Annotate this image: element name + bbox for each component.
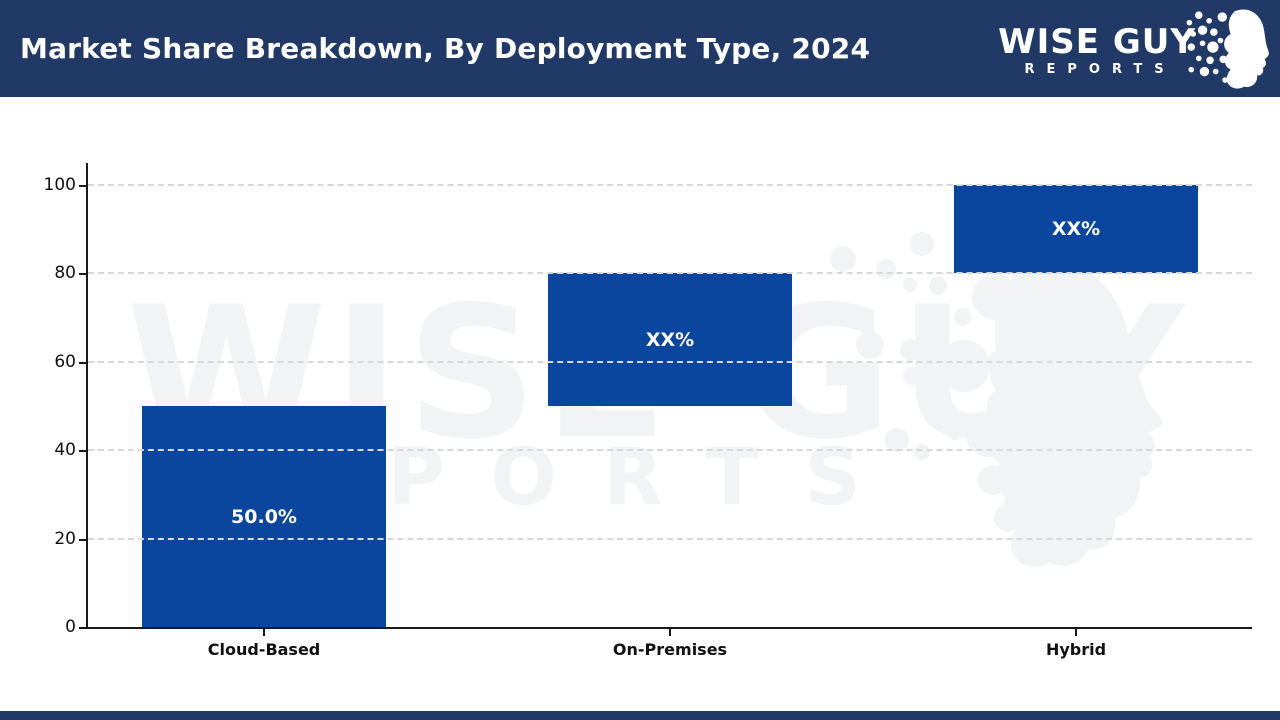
watermark-face-icon [821, 232, 1163, 567]
bar-value-label: 50.0% [231, 505, 297, 528]
footer-bar [0, 711, 1280, 720]
x-axis-spine [86, 627, 1252, 629]
bar-cloud-based: 50.0% [142, 406, 386, 627]
x-tick-label: On-Premises [612, 640, 728, 659]
x-tick-mark [263, 629, 265, 636]
x-tick-mark [669, 629, 671, 636]
y-tick-mark [79, 361, 86, 364]
waterfall-chart: WISE GUY REPORTS 02040608010050.0%XX%XX%… [0, 97, 1280, 712]
header: Market Share Breakdown, By Deployment Ty… [0, 0, 1280, 97]
gridline [88, 272, 1252, 275]
gridline [88, 360, 1252, 363]
wiseguy-logo: WISE GUY REPORTS [998, 4, 1274, 94]
logo-subtext: REPORTS [1024, 62, 1176, 78]
y-tick-mark [79, 185, 86, 187]
y-axis-spine [86, 163, 88, 629]
bar-value-label: XX% [1051, 218, 1101, 241]
logo-wordmark: WISE GUY [998, 21, 1196, 62]
x-tick-label: Hybrid [1045, 640, 1107, 659]
logo-face-icon [1186, 9, 1269, 89]
y-tick-label: 100 [43, 175, 76, 195]
x-tick-label: Cloud-Based [207, 640, 321, 659]
gridline [88, 449, 1252, 452]
x-tick-mark [1075, 629, 1077, 636]
bar-on-premises: XX% [548, 273, 792, 406]
y-tick-label: 20 [54, 528, 76, 549]
y-tick-label: 0 [65, 617, 76, 637]
gridline [88, 537, 1252, 540]
bar-hybrid: XX% [954, 185, 1198, 274]
y-tick-mark [79, 627, 86, 629]
y-tick-mark [79, 450, 86, 453]
y-tick-label: 40 [54, 440, 76, 461]
bar-value-label: XX% [645, 328, 695, 351]
gridline [88, 184, 1252, 186]
y-tick-label: 60 [54, 351, 76, 372]
y-tick-label: 80 [54, 263, 76, 284]
y-tick-mark [79, 538, 86, 541]
y-tick-mark [79, 273, 86, 276]
page-title: Market Share Breakdown, By Deployment Ty… [20, 32, 871, 65]
logo-text: WISE GUY REPORTS [998, 21, 1196, 78]
